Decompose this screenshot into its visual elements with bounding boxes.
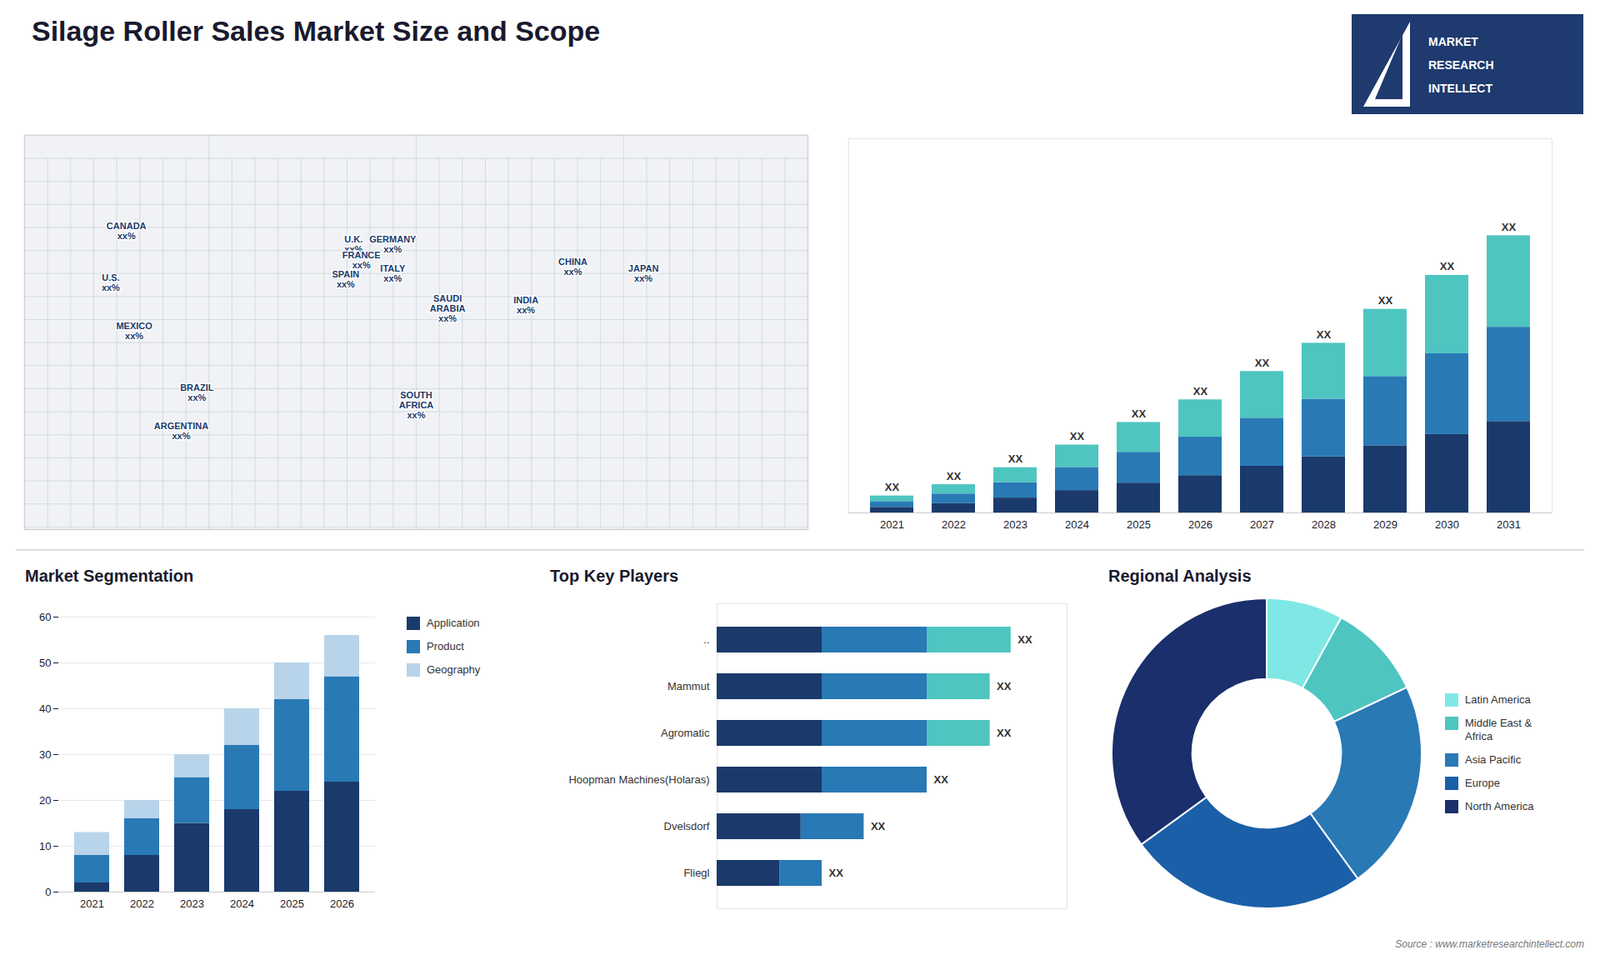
- svg-text:2022: 2022: [130, 897, 155, 910]
- svg-text:60: 60: [39, 610, 51, 624]
- svg-text:SAUDIARABIAxx%: SAUDIARABIAxx%: [430, 293, 466, 324]
- svg-text:XX: XX: [829, 866, 845, 880]
- svg-text:U.S.xx%: U.S.xx%: [101, 272, 120, 293]
- svg-text:2024: 2024: [230, 897, 255, 910]
- svg-text:2031: 2031: [1496, 518, 1521, 531]
- svg-text:XX: XX: [996, 680, 1012, 693]
- svg-text:XX: XX: [1255, 356, 1270, 370]
- svg-text:XX: XX: [1070, 430, 1085, 443]
- svg-text:MEXICOxx%: MEXICOxx%: [115, 320, 153, 341]
- svg-text:XX: XX: [870, 820, 886, 833]
- svg-text:BRAZILxx%: BRAZILxx%: [180, 382, 215, 403]
- svg-text:RESEARCH: RESEARCH: [1428, 58, 1495, 72]
- svg-text:2022: 2022: [941, 518, 966, 531]
- svg-text:MARKET: MARKET: [1428, 35, 1479, 49]
- svg-text:ITALYxx%: ITALYxx%: [380, 263, 406, 284]
- svg-text:Hoopman Machines(Holaras): Hoopman Machines(Holaras): [568, 773, 710, 786]
- svg-text:0: 0: [45, 885, 51, 899]
- svg-text:2026: 2026: [330, 897, 355, 910]
- svg-text:2027: 2027: [1250, 518, 1275, 531]
- svg-text:2023: 2023: [1003, 518, 1028, 531]
- svg-text:XX: XX: [1378, 294, 1394, 307]
- svg-text:XX: XX: [885, 480, 900, 494]
- svg-text:XX: XX: [1440, 260, 1455, 273]
- svg-text:..: ..: [703, 633, 710, 646]
- svg-text:2021: 2021: [80, 897, 105, 910]
- svg-text:CHINAxx%: CHINAxx%: [558, 256, 588, 277]
- svg-text:XX: XX: [934, 773, 950, 786]
- svg-text:10: 10: [39, 840, 51, 853]
- svg-text:INTELLECT: INTELLECT: [1428, 81, 1493, 95]
- svg-text:ARGENTINAxx%: ARGENTINAxx%: [154, 420, 209, 441]
- svg-text:20: 20: [39, 794, 51, 807]
- svg-text:30: 30: [39, 748, 51, 761]
- svg-text:50: 50: [39, 656, 51, 670]
- svg-text:SOUTHAFRICAxx%: SOUTHAFRICAxx%: [399, 390, 435, 420]
- svg-text:INDIAxx%: INDIAxx%: [513, 295, 539, 315]
- svg-text:Fliegl: Fliegl: [683, 866, 710, 880]
- svg-text:2028: 2028: [1311, 518, 1336, 531]
- svg-text:2030: 2030: [1435, 518, 1460, 531]
- svg-text:GERMANYxx%: GERMANYxx%: [369, 234, 417, 255]
- svg-text:2025: 2025: [280, 897, 305, 910]
- svg-text:XX: XX: [1017, 633, 1033, 646]
- svg-text:FRANCExx%: FRANCExx%: [342, 250, 381, 270]
- svg-text:JAPANxx%: JAPANxx%: [628, 263, 660, 284]
- svg-text:2029: 2029: [1373, 518, 1398, 531]
- svg-text:XX: XX: [946, 470, 962, 483]
- svg-text:XX: XX: [1193, 385, 1209, 398]
- svg-text:XX: XX: [1131, 407, 1147, 420]
- svg-text:XX: XX: [1008, 452, 1024, 465]
- svg-text:XX: XX: [1316, 328, 1332, 341]
- svg-text:2024: 2024: [1065, 518, 1090, 531]
- svg-text:40: 40: [39, 702, 51, 715]
- svg-text:2021: 2021: [880, 518, 905, 531]
- svg-text:XX: XX: [1501, 220, 1517, 234]
- svg-text:Agromatic: Agromatic: [660, 726, 710, 740]
- svg-text:2026: 2026: [1188, 518, 1213, 531]
- svg-text:Dvelsdorf: Dvelsdorf: [664, 820, 710, 833]
- svg-text:Mammut: Mammut: [667, 680, 710, 693]
- svg-text:2025: 2025: [1126, 518, 1151, 531]
- svg-text:SPAINxx%: SPAINxx%: [331, 269, 360, 290]
- svg-text:2023: 2023: [180, 897, 205, 910]
- svg-text:XX: XX: [996, 726, 1012, 740]
- svg-text:CANADAxx%: CANADAxx%: [106, 220, 147, 241]
